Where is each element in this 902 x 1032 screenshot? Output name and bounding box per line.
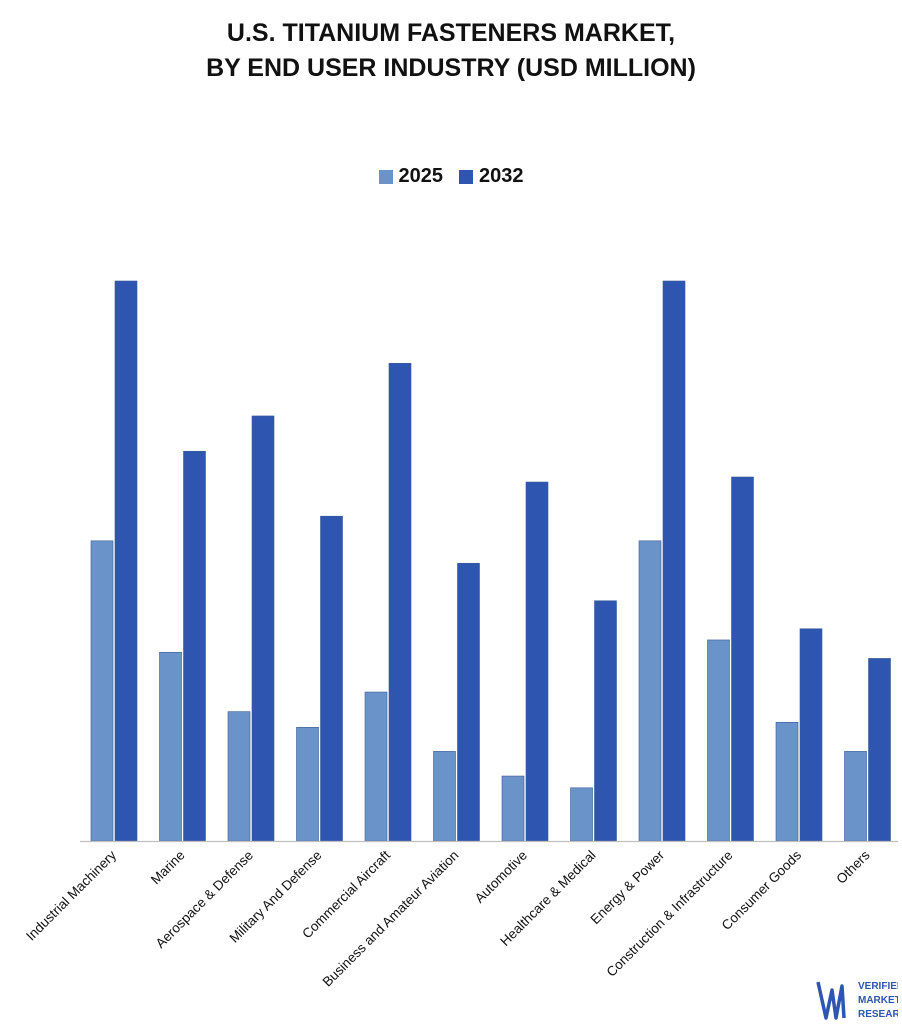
bar-2032-7 (594, 600, 617, 842)
vmr-logo: VERIFIED MARKET RESEARCH (816, 981, 898, 1020)
legend-item-2032: 2032 (459, 165, 524, 188)
bar-2025-0 (90, 540, 114, 842)
bar-2025-9 (707, 639, 730, 842)
x-tick-label: Others (833, 847, 872, 886)
legend-swatch-2025 (378, 169, 393, 184)
vmr-logo-text-2: MARKET (858, 995, 898, 1006)
bar-2032-1 (183, 450, 206, 842)
bar-2025-11 (844, 751, 867, 842)
bar-2032-8 (662, 280, 686, 842)
bar-2032-11 (868, 658, 891, 842)
vmr-logo-text-3: RESEARCH (858, 1009, 898, 1020)
bar-2032-2 (251, 415, 275, 842)
bar-2025-4 (364, 691, 388, 842)
x-tick-label: Marine (148, 848, 188, 888)
bar-2025-5 (433, 751, 456, 842)
bar-2025-10 (775, 721, 799, 842)
x-tick-label: Automotive (472, 848, 530, 906)
chart-title-line-1: U.S. TITANIUM FASTENERS MARKET, (226, 19, 676, 47)
bar-2032-5 (457, 562, 480, 842)
bar-2025-7 (570, 787, 593, 842)
bar-2025-3 (296, 727, 319, 842)
x-tick-label: Industrial Machinery (23, 847, 119, 943)
legend-label-2032: 2032 (479, 165, 524, 187)
bar-2025-8 (638, 540, 662, 842)
bar-2025-6 (501, 775, 525, 842)
bar-2032-6 (525, 481, 549, 842)
legend-label-2025: 2025 (398, 165, 444, 187)
x-tick-label: Energy & Power (588, 847, 668, 927)
vmr-logo-text-1: VERIFIED (858, 981, 898, 992)
bar-2032-9 (731, 476, 754, 842)
x-tick-label: Construction & Infrastructure (604, 848, 736, 980)
legend-item-2025: 2025 (378, 165, 444, 188)
x-tick-label: Business and Amateur Aviation (320, 848, 462, 990)
bar-2032-10 (799, 628, 823, 842)
bar-2032-3 (320, 515, 343, 842)
legend: 2025 2032 (0, 165, 902, 188)
vmr-logo-mark (816, 981, 846, 1020)
chart-title-line-2: BY END USER INDUSTRY (USD MILLION) (206, 54, 696, 82)
legend-swatch-2032 (459, 169, 473, 184)
chart-title: U.S. TITANIUM FASTENERS MARKET, BY END U… (0, 16, 902, 86)
bar-2025-2 (227, 711, 251, 842)
bar-2032-4 (388, 363, 412, 842)
bar-2032-0 (114, 280, 138, 842)
bar-2025-1 (159, 651, 182, 842)
